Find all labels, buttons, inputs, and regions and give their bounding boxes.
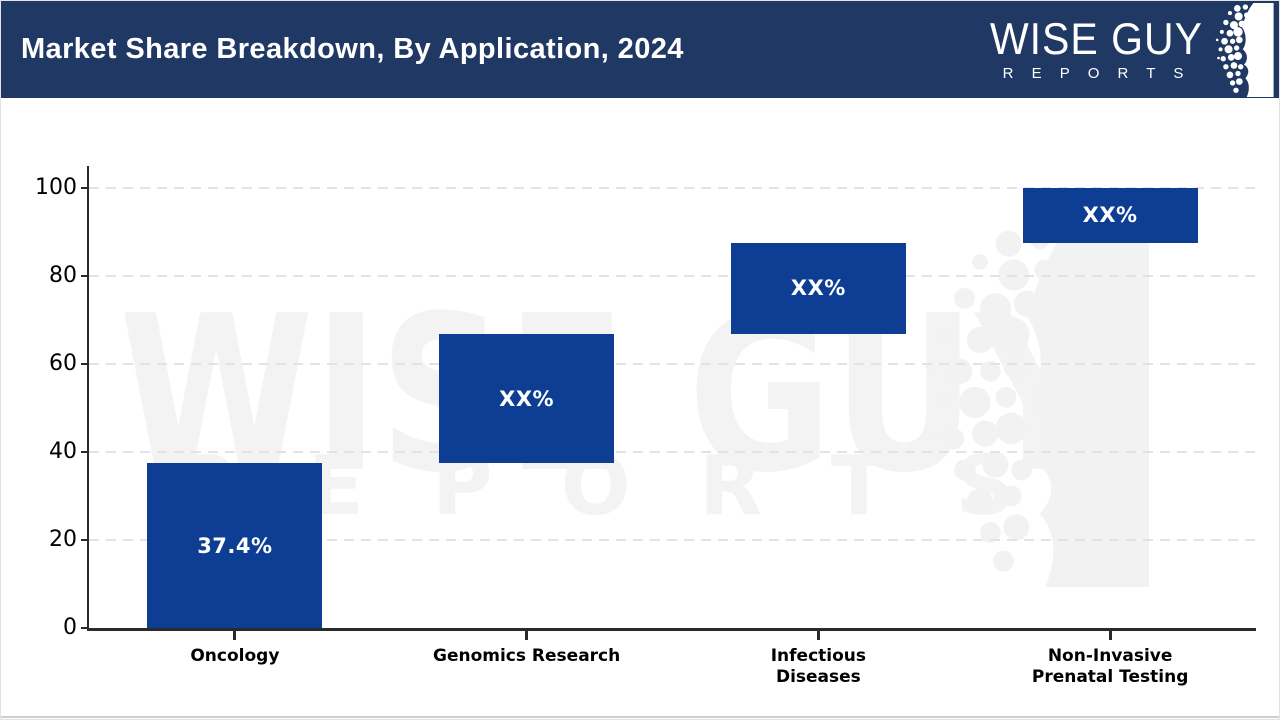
x-category-label-oncology: Oncology bbox=[190, 646, 280, 666]
gridline-40 bbox=[89, 451, 1256, 453]
y-tick-label-0: 0 bbox=[63, 615, 77, 640]
x-tick-mark-infectious-diseases bbox=[816, 631, 820, 640]
logo-wordmark: WISE GUY bbox=[989, 13, 1203, 64]
x-tick-mark-oncology bbox=[233, 631, 237, 640]
y-tick-mark-80 bbox=[81, 275, 89, 277]
bar-genomics-research: XX% bbox=[439, 334, 615, 464]
gridline-20 bbox=[89, 539, 1256, 541]
logo-subtitle: R E P O R T S bbox=[1002, 64, 1191, 82]
bar-value-label: XX% bbox=[790, 276, 846, 301]
gridline-80 bbox=[89, 275, 1256, 277]
bar-oncology: 37.4% bbox=[147, 463, 323, 628]
x-tick-mark-non-invasive-prenatal-testing bbox=[1108, 631, 1112, 640]
x-category-label-genomics-research: Genomics Research bbox=[433, 646, 621, 666]
y-tick-label-20: 20 bbox=[49, 527, 77, 552]
gridline-100 bbox=[89, 187, 1256, 189]
y-tick-mark-60 bbox=[81, 363, 89, 365]
x-category-label-non-invasive-prenatal-testing: Non-Invasive Prenatal Testing bbox=[1031, 646, 1189, 688]
x-tick-mark-genomics-research bbox=[525, 631, 529, 640]
y-tick-mark-40 bbox=[81, 451, 89, 453]
bar-non-invasive-prenatal-testing: XX% bbox=[1022, 188, 1198, 243]
bar-value-label: XX% bbox=[499, 386, 555, 411]
dotted-head-icon bbox=[1205, 3, 1275, 97]
bar-infectious-diseases: XX% bbox=[730, 242, 906, 335]
bar-value-label: 37.4% bbox=[197, 533, 273, 558]
header-bar: Market Share Breakdown, By Application, … bbox=[1, 1, 1279, 98]
page-title: Market Share Breakdown, By Application, … bbox=[21, 33, 684, 65]
wiseguy-logo-text: WISE GUY R E P O R T S bbox=[989, 13, 1203, 82]
y-tick-mark-20 bbox=[81, 539, 89, 541]
chart-plot-area: 0 20 40 60 80 100 37.4% Oncology XX% Genomics Res… bbox=[35, 166, 1256, 687]
gridline-60 bbox=[89, 363, 1256, 365]
y-tick-label-100: 100 bbox=[35, 175, 77, 200]
y-tick-mark-100 bbox=[81, 187, 89, 189]
bottom-divider bbox=[1, 716, 1279, 718]
wiseguy-logo: WISE GUY R E P O R T S bbox=[990, 1, 1275, 98]
y-tick-label-40: 40 bbox=[49, 439, 77, 464]
x-category-label-infectious-diseases: Infectious Diseases bbox=[770, 646, 867, 688]
y-tick-mark-0 bbox=[81, 627, 89, 629]
y-tick-label-80: 80 bbox=[49, 263, 77, 288]
bar-value-label: XX% bbox=[1082, 203, 1138, 228]
y-tick-label-60: 60 bbox=[49, 351, 77, 376]
